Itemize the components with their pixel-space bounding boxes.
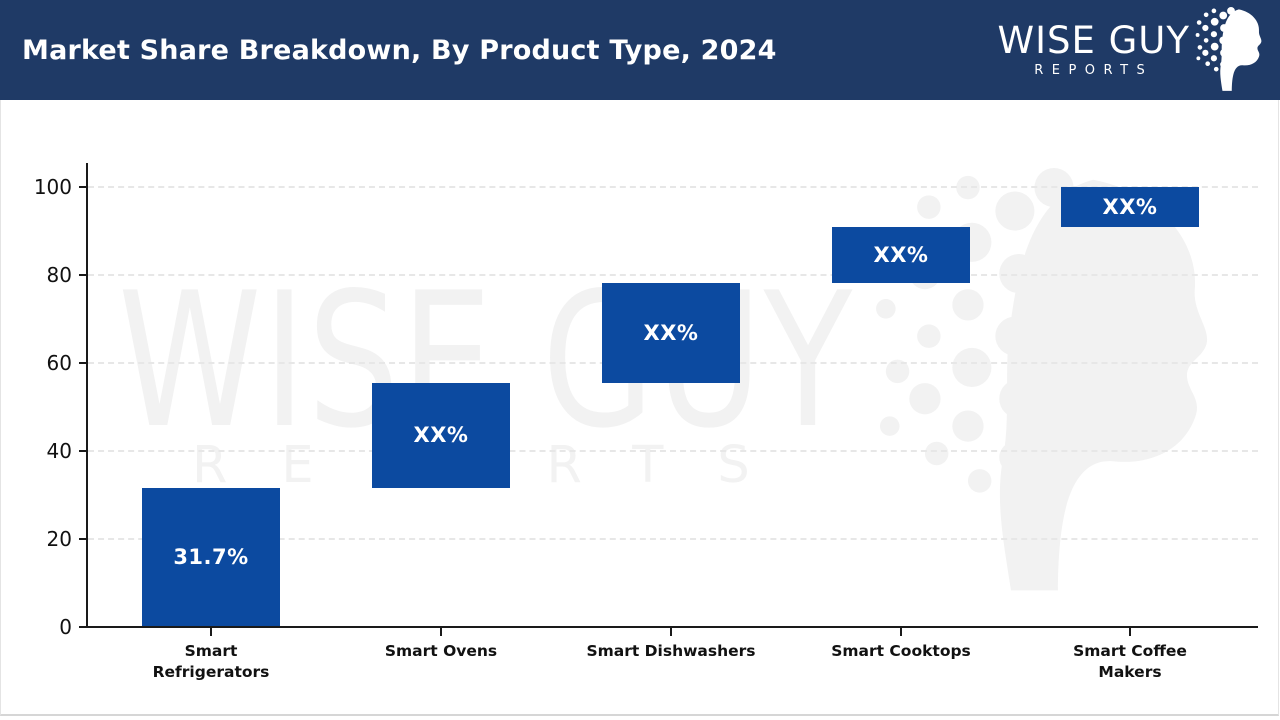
bar-segment-1: XX% xyxy=(372,382,510,488)
wiseguy-logo: WISE GUY REPORTS xyxy=(998,6,1270,94)
y-tick-label-0: 0 xyxy=(59,615,72,639)
bar-value-label: 31.7% xyxy=(173,545,249,570)
y-tick-label-80: 80 xyxy=(46,263,72,287)
bar-value-label: XX% xyxy=(643,320,699,345)
x-category-line: Smart Ovens xyxy=(384,642,498,660)
header: Market Share Breakdown, By Product Type,… xyxy=(0,0,1280,100)
y-tick-0 xyxy=(79,626,87,628)
x-tick-0 xyxy=(210,628,212,636)
x-tick-2 xyxy=(670,628,672,636)
wiseguy-logo-text: WISE GUY REPORTS xyxy=(998,22,1190,78)
wiseguy-logo-wordmark: WISE GUY xyxy=(997,19,1190,62)
y-tick-100 xyxy=(79,186,87,188)
x-category-line: Smart Cooktops xyxy=(831,642,971,660)
x-tick-4 xyxy=(1129,628,1131,636)
gridline-40 xyxy=(88,450,1258,452)
x-axis xyxy=(86,626,1258,628)
x-tick-3 xyxy=(900,628,902,636)
wiseguy-head-icon xyxy=(1195,6,1262,91)
y-tick-label-20: 20 xyxy=(46,527,72,551)
x-category-label-1: Smart Ovens xyxy=(326,641,556,662)
x-category-label-2: Smart Dishwashers xyxy=(556,641,786,662)
x-category-line: Smart Coffee xyxy=(1073,642,1187,660)
y-tick-label-100: 100 xyxy=(33,175,72,199)
y-axis xyxy=(86,163,88,628)
x-tick-1 xyxy=(440,628,442,636)
bar-value-label: XX% xyxy=(413,423,469,448)
x-category-label-4: Smart Coffee Makers xyxy=(1015,641,1245,683)
y-tick-label-60: 60 xyxy=(46,351,72,375)
x-category-line: Smart xyxy=(184,642,238,660)
bar-segment-0: 31.7% xyxy=(142,487,280,627)
bar-segment-4: XX% xyxy=(1061,187,1199,227)
gridline-80 xyxy=(88,274,1258,276)
y-tick-label-40: 40 xyxy=(46,439,72,463)
x-category-line: Smart Dishwashers xyxy=(586,642,756,660)
y-tick-20 xyxy=(79,538,87,540)
gridline-100 xyxy=(88,186,1258,188)
chart-title: Market Share Breakdown, By Product Type,… xyxy=(22,34,777,66)
x-category-label-3: Smart Cooktops xyxy=(786,641,1016,662)
x-category-line: Makers xyxy=(1098,663,1162,681)
bar-segment-3: XX% xyxy=(832,226,970,283)
y-tick-40 xyxy=(79,450,87,452)
gridline-20 xyxy=(88,538,1258,540)
y-tick-60 xyxy=(79,362,87,364)
y-tick-80 xyxy=(79,274,87,276)
x-category-label-0: Smart Refrigerators xyxy=(96,641,326,683)
x-category-line: Refrigerators xyxy=(152,663,270,681)
watermark-head-icon xyxy=(876,168,1208,591)
bar-value-label: XX% xyxy=(1102,194,1158,219)
bar-value-label: XX% xyxy=(873,242,929,267)
bar-segment-2: XX% xyxy=(602,282,740,383)
wiseguy-logo-subtitle: REPORTS xyxy=(1034,63,1154,78)
